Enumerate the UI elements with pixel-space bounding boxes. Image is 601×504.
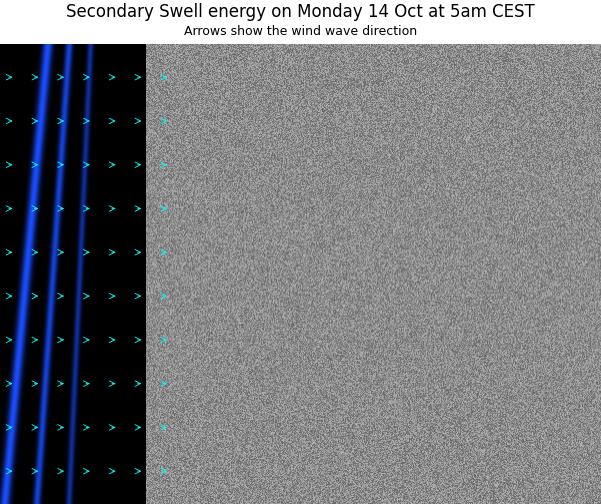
Text: Secondary Swell energy on Monday 14 Oct at 5am CEST: Secondary Swell energy on Monday 14 Oct … [66,4,535,21]
Text: Arrows show the wind wave direction: Arrows show the wind wave direction [184,25,417,38]
